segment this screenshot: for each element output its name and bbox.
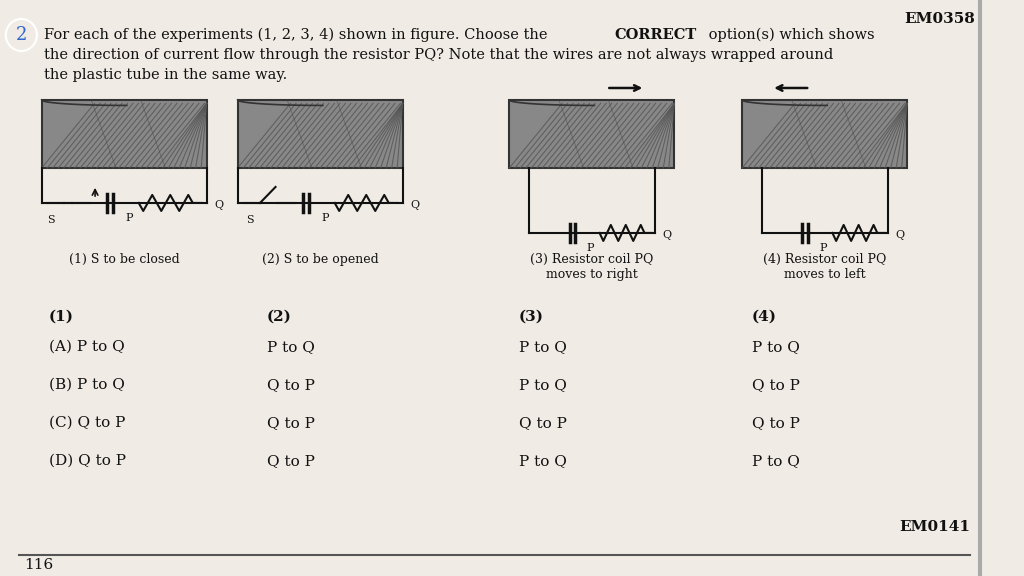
Text: Q to P: Q to P — [267, 416, 314, 430]
Text: P to Q: P to Q — [752, 454, 800, 468]
Text: Q: Q — [895, 230, 904, 240]
Text: (A) P to Q: (A) P to Q — [48, 340, 124, 354]
Text: (C) Q to P: (C) Q to P — [48, 416, 125, 430]
Text: P: P — [586, 243, 594, 253]
Text: (2) S to be opened: (2) S to be opened — [262, 253, 379, 266]
Text: P to Q: P to Q — [519, 378, 567, 392]
Text: P to Q: P to Q — [752, 340, 800, 354]
Text: S: S — [47, 215, 55, 225]
Text: 116: 116 — [25, 558, 53, 572]
Text: Q to P: Q to P — [267, 454, 314, 468]
Text: Q: Q — [214, 200, 223, 210]
Text: (B) P to Q: (B) P to Q — [48, 378, 124, 392]
Text: S: S — [247, 215, 254, 225]
Text: (3) Resistor coil PQ
moves to right: (3) Resistor coil PQ moves to right — [530, 253, 653, 281]
Text: EM0358: EM0358 — [904, 12, 975, 26]
Text: P to Q: P to Q — [519, 454, 567, 468]
Text: P: P — [125, 213, 133, 223]
Text: (1): (1) — [48, 310, 74, 324]
Text: Q to P: Q to P — [752, 416, 800, 430]
Text: (1) S to be closed: (1) S to be closed — [69, 253, 179, 266]
Text: the direction of current flow through the resistor PQ? Note that the wires are n: the direction of current flow through th… — [44, 48, 833, 62]
Text: Q: Q — [411, 200, 420, 210]
Text: P to Q: P to Q — [267, 340, 314, 354]
Bar — [238, 100, 402, 168]
Text: Q: Q — [663, 230, 672, 240]
Text: Q to P: Q to P — [267, 378, 314, 392]
Text: P: P — [819, 243, 826, 253]
Text: the plastic tube in the same way.: the plastic tube in the same way. — [44, 68, 287, 82]
Text: EM0141: EM0141 — [899, 520, 970, 534]
Text: option(s) which shows: option(s) which shows — [705, 28, 874, 43]
Text: For each of the experiments (1, 2, 3, 4) shown in figure. Choose the: For each of the experiments (1, 2, 3, 4)… — [44, 28, 552, 43]
Bar — [42, 100, 207, 168]
Text: P: P — [322, 213, 329, 223]
Text: (4): (4) — [752, 310, 777, 324]
Bar — [509, 100, 674, 168]
Bar — [742, 100, 907, 168]
Text: (D) Q to P: (D) Q to P — [48, 454, 126, 468]
Text: (2): (2) — [267, 310, 292, 324]
Text: 2: 2 — [15, 26, 27, 44]
Text: P to Q: P to Q — [519, 340, 567, 354]
Text: (3): (3) — [519, 310, 544, 324]
Text: Q to P: Q to P — [519, 416, 567, 430]
Text: CORRECT: CORRECT — [614, 28, 696, 42]
Text: (4) Resistor coil PQ
moves to left: (4) Resistor coil PQ moves to left — [763, 253, 887, 281]
Text: Q to P: Q to P — [752, 378, 800, 392]
